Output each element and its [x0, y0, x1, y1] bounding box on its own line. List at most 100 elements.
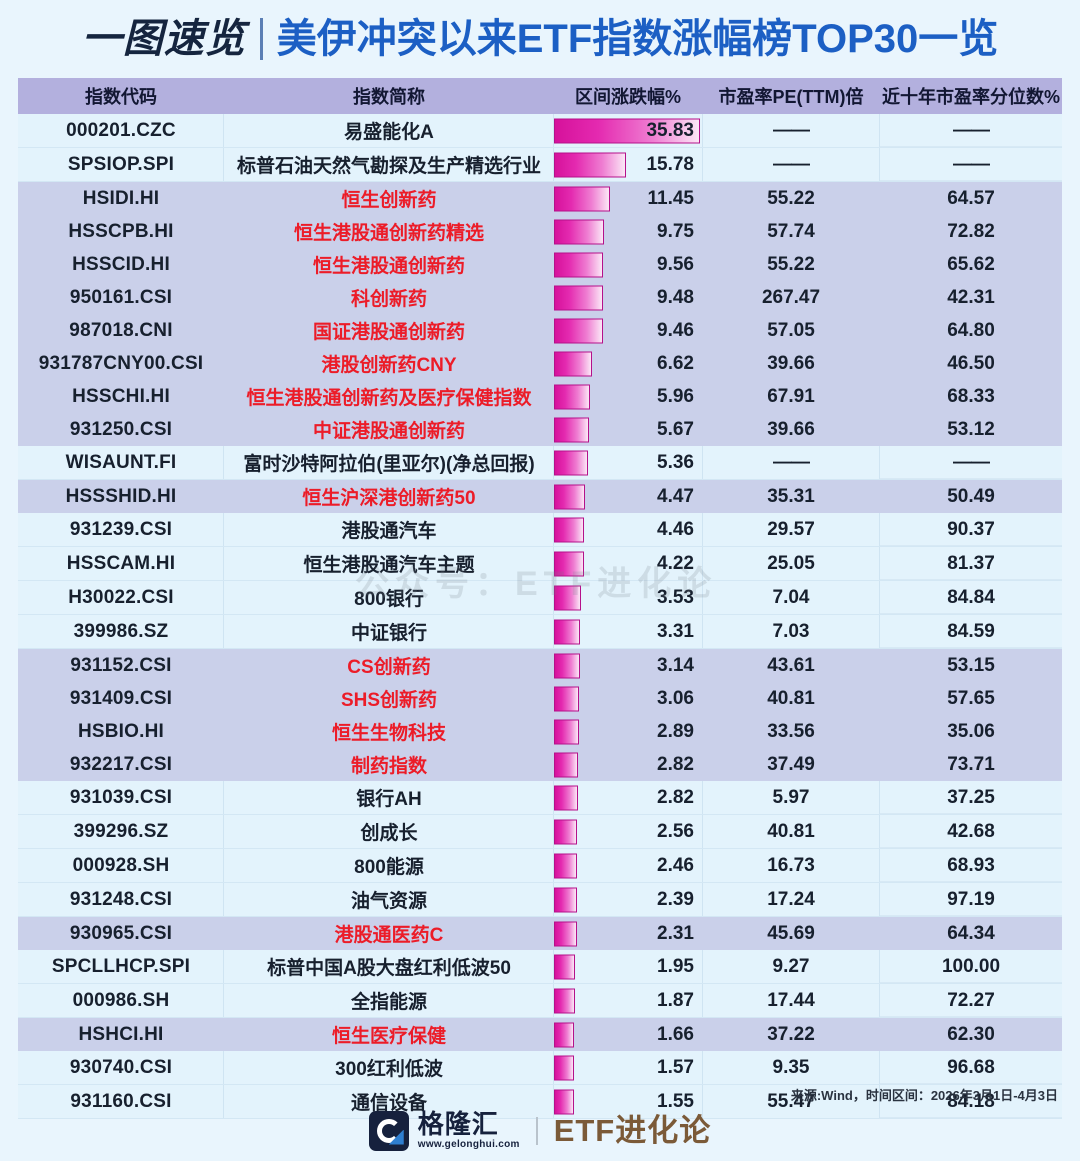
cell-pe-percentile: 53.12	[880, 413, 1062, 446]
table-row[interactable]: HSSCID.HI 恒生港股通创新药 9.56 55.22 65.62	[18, 248, 1062, 281]
cell-index-name: 港股创新药CNY	[224, 347, 554, 380]
change-value: 5.67	[657, 418, 694, 440]
brand-name-cn: 格隆汇	[417, 1109, 499, 1140]
cell-pe-ttm: 5.97	[702, 781, 880, 815]
change-bar	[554, 853, 578, 878]
cell-pe-percentile: ——	[880, 114, 1062, 148]
change-bar	[554, 954, 576, 979]
cell-pe-percentile: 73.71	[880, 748, 1062, 781]
cell-change-bar: 9.46	[554, 314, 702, 347]
cell-pe-percentile: 72.27	[880, 983, 1062, 1018]
table-row[interactable]: HSSCAM.HI 恒生港股通汽车主题 4.22 25.05 81.37	[18, 546, 1062, 581]
change-bar	[554, 1055, 574, 1080]
change-value: 11.45	[647, 187, 695, 209]
cell-index-name: SHS创新药	[224, 682, 554, 715]
cell-index-code: 950161.CSI	[18, 281, 224, 314]
cell-pe-percentile: 37.25	[880, 781, 1062, 815]
page-title-main: 一图速览	[81, 17, 246, 61]
cell-change-bar: 1.87	[554, 983, 702, 1018]
table-row[interactable]: HSBIO.HI 恒生生物科技 2.89 33.56 35.06	[18, 715, 1062, 748]
cell-change-bar: 2.82	[554, 781, 702, 815]
table-row[interactable]: 000986.SH 全指能源 1.87 17.44 72.27	[18, 983, 1062, 1018]
cell-pe-ttm: ——	[702, 114, 880, 148]
cell-change-bar: 3.31	[554, 614, 702, 649]
ranking-table: 指数代码 指数简称 区间涨跌幅% 市盈率PE(TTM)倍 近十年市盈率分位数% …	[18, 78, 1062, 1119]
table-row[interactable]: 931787CNY00.CSI 港股创新药CNY 6.62 39.66 46.50	[18, 347, 1062, 380]
table-row[interactable]: 930965.CSI 港股通医药C 2.31 45.69 64.34	[18, 916, 1062, 950]
cell-change-bar: 2.56	[554, 814, 702, 849]
cell-change-bar: 9.75	[554, 215, 702, 248]
column-header-percentile[interactable]: 近十年市盈率分位数%	[880, 78, 1062, 114]
cell-change-bar: 1.66	[554, 1017, 702, 1051]
table-row[interactable]: 399296.SZ 创成长 2.56 40.81 42.68	[18, 814, 1062, 849]
table-row[interactable]: 932217.CSI 制药指数 2.82 37.49 73.71	[18, 748, 1062, 781]
cell-index-name: 富时沙特阿拉伯(里亚尔)(净总回报)	[224, 446, 554, 480]
cell-index-name: 800能源	[224, 848, 554, 883]
cell-index-code: 000928.SH	[18, 848, 224, 883]
table-row[interactable]: SPCLLHCP.SPI 标普中国A股大盘红利低波50 1.95 9.27 100.00	[18, 950, 1062, 984]
cell-pe-percentile: 72.82	[880, 215, 1062, 248]
table-row[interactable]: 931409.CSI SHS创新药 3.06 40.81 57.65	[18, 682, 1062, 715]
table-row[interactable]: 931250.CSI 中证港股通创新药 5.67 39.66 53.12	[18, 413, 1062, 446]
table-row[interactable]: HSSCPB.HI 恒生港股通创新药精选 9.75 57.74 72.82	[18, 215, 1062, 248]
cell-change-bar: 4.46	[554, 513, 702, 547]
column-header-pe[interactable]: 市盈率PE(TTM)倍	[702, 78, 880, 114]
table-row[interactable]: 931248.CSI 油气资源 2.39 17.24 97.19	[18, 882, 1062, 917]
table-row[interactable]: 931160.CSI 通信设备 1.55 55.47 84.18	[18, 1084, 1062, 1119]
table-row[interactable]: HSSSHID.HI 恒生沪深港创新药50 4.47 35.31 50.49	[18, 479, 1062, 513]
cell-pe-ttm: 37.22	[702, 1017, 880, 1051]
table-row[interactable]: SPSIOP.SPI 标普石油天然气勘探及生产精选行业 15.78 —— ——	[18, 147, 1062, 182]
cell-change-bar: 3.06	[554, 682, 702, 715]
cell-pe-ttm: 67.91	[702, 380, 880, 413]
cell-pe-ttm: 9.27	[702, 950, 880, 984]
cell-index-code: SPCLLHCP.SPI	[18, 950, 224, 984]
change-bar	[554, 921, 577, 946]
table-row[interactable]: 000928.SH 800能源 2.46 16.73 68.93	[18, 848, 1062, 883]
table-row[interactable]: HSIDI.HI 恒生创新药 11.45 55.22 64.57	[18, 181, 1062, 215]
change-bar	[554, 1089, 574, 1114]
table-row[interactable]: 931239.CSI 港股通汽车 4.46 29.57 90.37	[18, 513, 1062, 547]
cell-pe-ttm: 57.74	[702, 215, 880, 248]
cell-pe-percentile: ——	[880, 446, 1062, 480]
table-row[interactable]: 000201.CZC 易盛能化A 35.83 —— ——	[18, 114, 1062, 148]
cell-pe-ttm: 29.57	[702, 513, 880, 547]
table-row[interactable]: 931039.CSI 银行AH 2.82 5.97 37.25	[18, 781, 1062, 815]
change-value: 3.31	[657, 620, 694, 642]
table-row[interactable]: HSHCI.HI 恒生医疗保健 1.66 37.22 62.30	[18, 1017, 1062, 1051]
column-header-code[interactable]: 指数代码	[18, 78, 224, 114]
cell-pe-ttm: 25.05	[702, 546, 880, 581]
change-bar	[554, 785, 579, 810]
cell-change-bar: 15.78	[554, 147, 702, 182]
change-value: 2.39	[657, 888, 694, 910]
cell-pe-ttm: 35.31	[702, 479, 880, 513]
change-bar	[554, 619, 581, 644]
change-bar	[554, 252, 604, 277]
cell-index-name: 恒生创新药	[224, 181, 554, 215]
change-bar	[554, 653, 580, 678]
cell-pe-percentile: 68.93	[880, 848, 1062, 883]
change-bar	[554, 118, 700, 143]
cell-index-code: 931409.CSI	[18, 682, 224, 715]
cell-change-bar: 5.96	[554, 380, 702, 413]
table-row[interactable]: 987018.CNI 国证港股通创新药 9.46 57.05 64.80	[18, 314, 1062, 347]
table-row[interactable]: WISAUNT.FI 富时沙特阿拉伯(里亚尔)(净总回报) 5.36 —— ——	[18, 446, 1062, 480]
change-value: 1.66	[657, 1023, 694, 1045]
table-row[interactable]: 950161.CSI 科创新药 9.48 267.47 42.31	[18, 281, 1062, 314]
table-row[interactable]: 931152.CSI CS创新药 3.14 43.61 53.15	[18, 648, 1062, 682]
cell-index-code: 399296.SZ	[18, 814, 224, 849]
cell-pe-percentile: 84.18	[880, 1084, 1062, 1119]
change-bar	[554, 285, 603, 310]
change-bar	[554, 551, 584, 576]
cell-change-bar: 2.39	[554, 882, 702, 917]
table-row[interactable]: 399986.SZ 中证银行 3.31 7.03 84.59	[18, 614, 1062, 649]
cell-pe-percentile: 90.37	[880, 513, 1062, 547]
table-row[interactable]: HSSCHI.HI 恒生港股通创新药及医疗保健指数 5.96 67.91 68.33	[18, 380, 1062, 413]
column-header-change[interactable]: 区间涨跌幅%	[554, 78, 702, 114]
table-row[interactable]: H30022.CSI 800银行 3.53 7.04 84.84	[18, 580, 1062, 615]
table-row[interactable]: 930740.CSI 300红利低波 1.57 9.35 96.68	[18, 1051, 1062, 1085]
column-header-name[interactable]: 指数简称	[224, 78, 554, 114]
change-bar	[554, 1022, 575, 1047]
change-value: 4.22	[657, 552, 694, 574]
cell-pe-ttm: 45.69	[702, 916, 880, 950]
cell-pe-percentile: 84.84	[880, 580, 1062, 615]
